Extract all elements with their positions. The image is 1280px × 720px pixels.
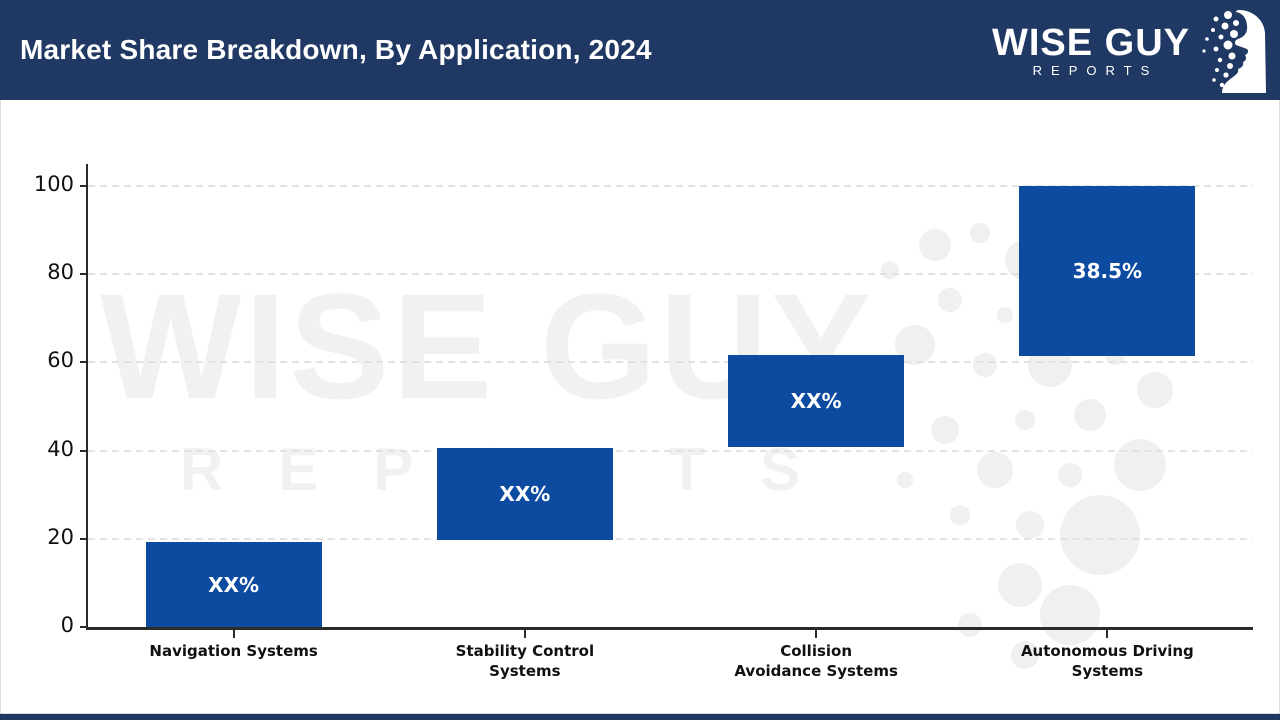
bar-value-label: 38.5% <box>1072 258 1143 283</box>
bar-autonomous-driving-systems: 38.5% <box>1019 186 1196 356</box>
gridline-y-80 <box>88 273 1253 276</box>
y-tick-label-60: 60 <box>47 348 74 373</box>
x-tick-2 <box>815 630 818 638</box>
x-category-label-line: Stability Control <box>455 642 595 660</box>
x-category-label-line: Autonomous Driving <box>1020 642 1194 660</box>
brand-name: WISE GUY <box>991 21 1190 64</box>
y-axis <box>86 163 88 629</box>
x-category-label-2: Collision Avoidance Systems <box>666 641 966 681</box>
y-tick-100 <box>80 185 88 187</box>
y-tick-0 <box>80 626 88 628</box>
y-tick-label-20: 20 <box>47 524 74 549</box>
x-tick-0 <box>232 630 235 638</box>
bar-collision-avoidance-systems: XX% <box>728 355 905 448</box>
y-tick-40 <box>80 449 88 452</box>
gridline-y-40 <box>88 449 1253 452</box>
waterfall-chart: 0 20 40 60 80 100 XX% Navigation Systems XX% Stab… <box>0 100 1280 714</box>
x-axis <box>86 627 1253 630</box>
gridline-y-60 <box>88 361 1253 364</box>
x-category-label-0: Navigation Systems <box>84 641 384 661</box>
bar-value-label: XX% <box>208 572 260 597</box>
y-tick-label-100: 100 <box>33 172 74 196</box>
x-category-label-3: Autonomous Driving Systems <box>957 641 1257 681</box>
y-tick-label-80: 80 <box>47 260 74 285</box>
y-tick-label-40: 40 <box>47 436 74 461</box>
x-category-label-1: Stability Control Systems <box>375 641 675 681</box>
bar-value-label: XX% <box>790 389 842 414</box>
y-tick-60 <box>80 361 88 364</box>
y-tick-20 <box>80 537 88 540</box>
y-tick-80 <box>80 273 88 276</box>
bar-value-label: XX% <box>499 481 551 506</box>
bar-navigation-systems: XX% <box>145 542 322 627</box>
brand-subname: REPORTS <box>1032 62 1159 78</box>
y-tick-label-0: 0 <box>60 613 74 637</box>
gridline-y-20 <box>88 537 1253 540</box>
x-category-label-line: Systems <box>489 662 561 680</box>
x-category-label-line: Navigation Systems <box>149 642 318 660</box>
header: Market Share Breakdown, By Application, … <box>0 0 1280 100</box>
x-category-label-line: Collision <box>780 642 853 660</box>
gridline-y-100 <box>88 185 1253 187</box>
x-category-label-line: Avoidance Systems <box>734 662 898 680</box>
x-category-label-line: Systems <box>1071 662 1144 680</box>
page-title: Market Share Breakdown, By Application, … <box>20 34 652 65</box>
brand-logo: WISE GUY REPORTS <box>992 7 1266 93</box>
footer-bar <box>0 713 1280 720</box>
wiseguy-face-icon <box>1202 10 1266 93</box>
x-tick-1 <box>523 630 526 638</box>
brand-logo-text: WISE GUY REPORTS <box>992 23 1190 78</box>
bar-stability-control-systems: XX% <box>436 447 613 540</box>
x-tick-3 <box>1106 630 1109 638</box>
